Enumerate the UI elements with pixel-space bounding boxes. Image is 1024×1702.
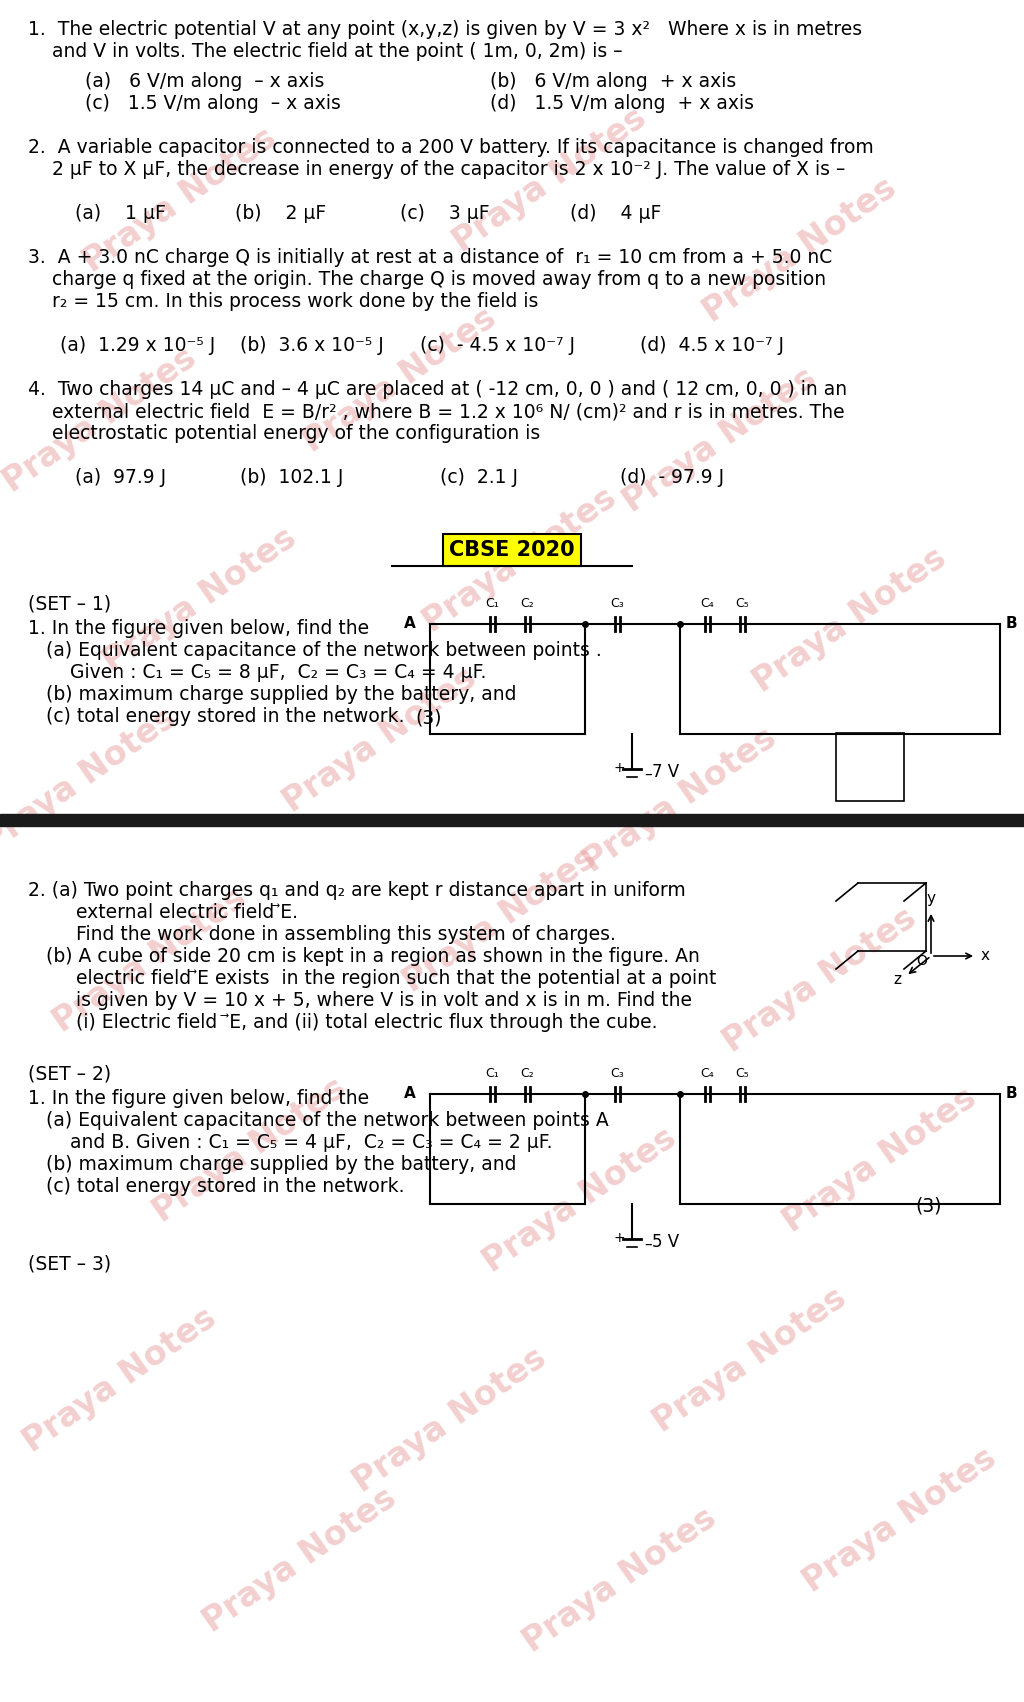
Text: Praya Notes: Praya Notes (17, 1300, 223, 1459)
Text: and V in volts. The electric field at the point ( 1m, 0, 2m) is –: and V in volts. The electric field at th… (28, 43, 623, 61)
Text: +: + (613, 1231, 625, 1244)
Text: Praya Notes: Praya Notes (417, 482, 623, 638)
Text: (a) Equivalent capacitance of the network between points A: (a) Equivalent capacitance of the networ… (28, 1111, 608, 1130)
Text: Praya Notes: Praya Notes (697, 172, 903, 328)
Text: +: + (613, 761, 625, 774)
Text: (a)    1 μF: (a) 1 μF (75, 204, 166, 223)
Text: Praya Notes: Praya Notes (717, 900, 923, 1059)
Text: (d)   1.5 V/m along  + x axis: (d) 1.5 V/m along + x axis (490, 94, 754, 112)
Text: Praya Notes: Praya Notes (777, 1081, 983, 1239)
Text: 2 μF to X μF, the decrease in energy of the capacitor is 2 x 10⁻² J. The value o: 2 μF to X μF, the decrease in energy of … (28, 160, 845, 179)
Text: C₃: C₃ (610, 597, 624, 609)
Text: B: B (1006, 1086, 1018, 1101)
Text: Praya Notes: Praya Notes (447, 100, 652, 259)
Text: C₅: C₅ (735, 597, 749, 609)
Text: –: – (644, 1236, 651, 1251)
Text: (3): (3) (915, 1197, 941, 1215)
Text: external electric field  E = B/r² , where B = 1.2 x 10⁶ N/ (cm)² and r is in met: external electric field E = B/r² , where… (28, 402, 845, 420)
Text: (a)  97.9 J: (a) 97.9 J (75, 468, 166, 487)
Text: Praya Notes: Praya Notes (617, 361, 822, 519)
Text: Praya Notes: Praya Notes (578, 722, 782, 878)
Text: C₄: C₄ (700, 1067, 714, 1081)
Text: Praya Notes: Praya Notes (147, 1071, 352, 1229)
Text: and B. Given : C₁ = C₅ = 4 μF,  C₂ = C₃ = C₄ = 2 μF.: and B. Given : C₁ = C₅ = 4 μF, C₂ = C₃ =… (28, 1134, 553, 1152)
Text: O: O (916, 955, 927, 968)
Text: charge q fixed at the origin. The charge Q is moved away from q to a new positio: charge q fixed at the origin. The charge… (28, 271, 826, 289)
Text: (a)   6 V/m along  – x axis: (a) 6 V/m along – x axis (85, 71, 325, 90)
Text: (b)   6 V/m along  + x axis: (b) 6 V/m along + x axis (490, 71, 736, 90)
Text: z: z (893, 972, 901, 987)
Text: electrostatic potential energy of the configuration is: electrostatic potential energy of the co… (28, 424, 541, 443)
Text: Praya Notes: Praya Notes (297, 301, 503, 460)
Text: Praya Notes: Praya Notes (798, 1442, 1002, 1598)
Text: Praya Notes: Praya Notes (397, 841, 603, 999)
Text: 7 V: 7 V (652, 762, 679, 781)
Text: (c)    3 μF: (c) 3 μF (400, 204, 489, 223)
Text: (d)  - 97.9 J: (d) - 97.9 J (620, 468, 724, 487)
Text: 3.  A + 3.0 nC charge Q is initially at rest at a distance of  r₁ = 10 cm from a: 3. A + 3.0 nC charge Q is initially at r… (28, 248, 833, 267)
Text: C₂: C₂ (520, 597, 534, 609)
Text: (c)  2.1 J: (c) 2.1 J (440, 468, 518, 487)
Text: 5 V: 5 V (652, 1232, 679, 1251)
Text: Praya Notes: Praya Notes (517, 1501, 723, 1659)
Text: is given by V = 10 x + 5, where V is in volt and x is in m. Find the: is given by V = 10 x + 5, where V is in … (28, 991, 692, 1009)
Text: Praya Notes: Praya Notes (278, 660, 482, 819)
Text: x: x (981, 948, 990, 963)
Text: C₃: C₃ (610, 1067, 624, 1081)
Text: (a)  1.29 x 10⁻⁵ J: (a) 1.29 x 10⁻⁵ J (60, 335, 215, 356)
Bar (0, 814, 1024, 825)
Text: (SET – 1): (SET – 1) (28, 596, 112, 614)
Text: Praya Notes: Praya Notes (198, 1481, 402, 1639)
Text: 4.  Two charges 14 μC and – 4 μC are placed at ( -12 cm, 0, 0 ) and ( 12 cm, 0, : 4. Two charges 14 μC and – 4 μC are plac… (28, 380, 847, 398)
Text: 1. In the figure given below, find the: 1. In the figure given below, find the (28, 620, 369, 638)
Text: CBSE 2020: CBSE 2020 (450, 540, 574, 560)
Text: Praya Notes: Praya Notes (47, 882, 253, 1038)
Text: (a) Equivalent capacitance of the network between points .: (a) Equivalent capacitance of the networ… (28, 642, 602, 660)
Text: (d)  4.5 x 10⁻⁷ J: (d) 4.5 x 10⁻⁷ J (640, 335, 784, 356)
Text: (b) maximum charge supplied by the battery, and: (b) maximum charge supplied by the batte… (28, 1156, 516, 1174)
Text: (c)   1.5 V/m along  – x axis: (c) 1.5 V/m along – x axis (85, 94, 341, 112)
Text: (c) total energy stored in the network.: (c) total energy stored in the network. (28, 1178, 404, 1197)
Text: Praya Notes: Praya Notes (97, 521, 303, 679)
Text: r₂ = 15 cm. In this process work done by the field is: r₂ = 15 cm. In this process work done by… (28, 293, 539, 311)
Text: Praya Notes: Praya Notes (647, 1282, 853, 1438)
Text: B: B (1006, 616, 1018, 631)
Text: Praya Notes: Praya Notes (477, 1122, 683, 1278)
Text: Praya Notes: Praya Notes (0, 701, 182, 860)
Text: 2.  A variable capacitor is connected to a 200 V battery. If its capacitance is : 2. A variable capacitor is connected to … (28, 138, 873, 157)
Text: Praya Notes: Praya Notes (347, 1341, 553, 1499)
Text: (b)  102.1 J: (b) 102.1 J (240, 468, 343, 487)
Text: electric field ⃗E exists  in the region such that the potential at a point: electric field ⃗E exists in the region s… (28, 968, 717, 987)
Text: (b)    2 μF: (b) 2 μF (234, 204, 327, 223)
Text: Praya Notes: Praya Notes (748, 541, 952, 700)
Text: y: y (927, 892, 936, 905)
Text: external electric field ⃗E.: external electric field ⃗E. (28, 904, 298, 922)
Text: (3): (3) (415, 710, 441, 728)
Text: (d)    4 μF: (d) 4 μF (570, 204, 662, 223)
Text: 2. (a) Two point charges q₁ and q₂ are kept r distance apart in uniform: 2. (a) Two point charges q₁ and q₂ are k… (28, 882, 686, 900)
Text: (b) A cube of side 20 cm is kept in a region as shown in the figure. An: (b) A cube of side 20 cm is kept in a re… (28, 946, 699, 967)
Text: (b)  3.6 x 10⁻⁵ J: (b) 3.6 x 10⁻⁵ J (240, 335, 384, 356)
Text: (SET – 3): (SET – 3) (28, 1254, 112, 1273)
Text: A: A (404, 1086, 416, 1101)
Text: (i) Electric field  ⃗E, and (ii) total electric flux through the cube.: (i) Electric field ⃗E, and (ii) total el… (28, 1013, 657, 1031)
Text: C₁: C₁ (485, 597, 499, 609)
Text: C₂: C₂ (520, 1067, 534, 1081)
Text: Praya Notes: Praya Notes (0, 340, 203, 499)
Text: (b) maximum charge supplied by the battery, and: (b) maximum charge supplied by the batte… (28, 684, 516, 705)
Text: A: A (404, 616, 416, 631)
Text: –: – (644, 766, 651, 781)
Text: Given : C₁ = C₅ = 8 μF,  C₂ = C₃ = C₄ = 4 μF.: Given : C₁ = C₅ = 8 μF, C₂ = C₃ = C₄ = 4… (28, 664, 486, 683)
Text: Find the work done in assembling this system of charges.: Find the work done in assembling this sy… (28, 924, 615, 945)
Text: (SET – 2): (SET – 2) (28, 1065, 112, 1084)
Text: (c)  - 4.5 x 10⁻⁷ J: (c) - 4.5 x 10⁻⁷ J (420, 335, 575, 356)
Text: 1.  The electric potential V at any point (x,y,z) is given by V = 3 x²   Where x: 1. The electric potential V at any point… (28, 20, 862, 39)
Text: 1. In the figure given below, find the: 1. In the figure given below, find the (28, 1089, 369, 1108)
Text: (c) total energy stored in the network.: (c) total energy stored in the network. (28, 706, 404, 727)
Text: C₄: C₄ (700, 597, 714, 609)
Text: Praya Notes: Praya Notes (77, 121, 283, 279)
Text: C₅: C₅ (735, 1067, 749, 1081)
Text: C₁: C₁ (485, 1067, 499, 1081)
